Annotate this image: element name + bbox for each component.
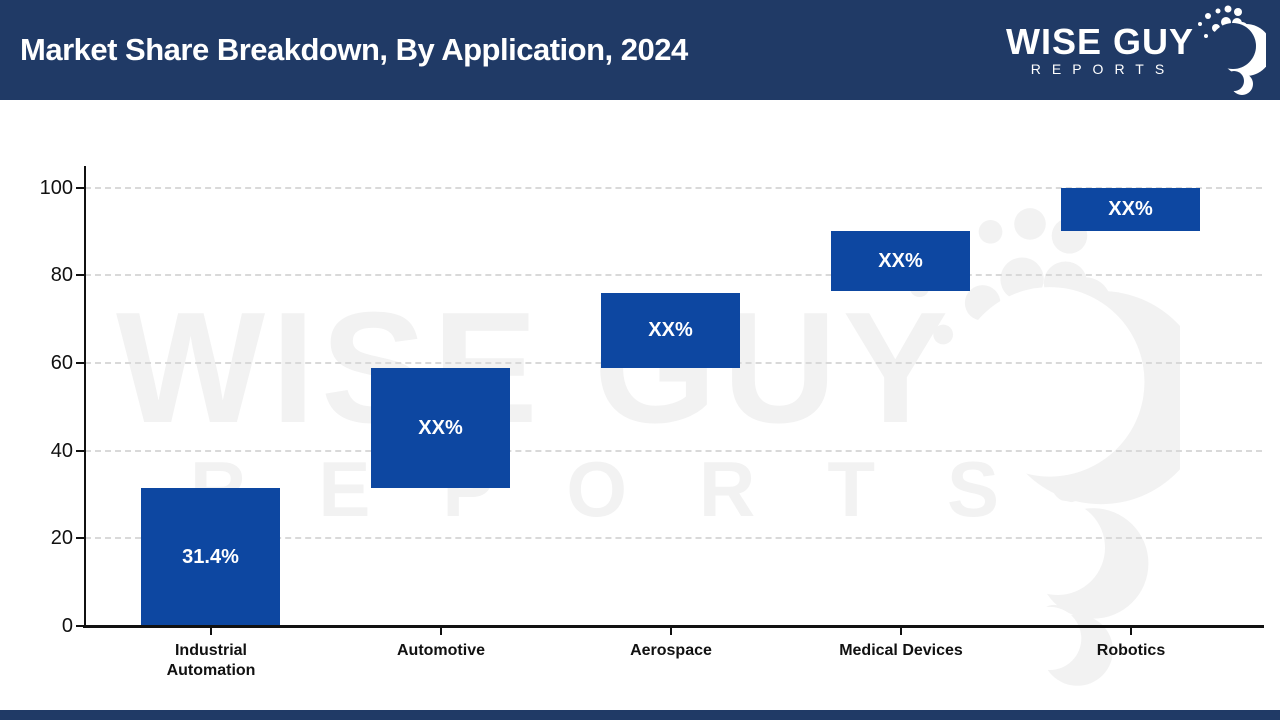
footer-bar (0, 710, 1280, 720)
logo-face-icon (1198, 5, 1266, 95)
x-tick-label: Medical Devices (839, 642, 963, 659)
logo-wordmark: WISE GUY REPORTS (1005, 21, 1194, 78)
logo-wordmark-line1: WISE GUY (1005, 21, 1194, 62)
x-axis-line (83, 625, 1264, 628)
waterfall-bar: XX% (601, 292, 740, 369)
watermark-text-reports: REPORTS (190, 445, 1072, 533)
y-tick-label: 20 (50, 527, 73, 550)
grid-line (85, 449, 1262, 452)
grid-line (85, 537, 1262, 540)
waterfall-bar: XX% (371, 368, 510, 489)
bar-value-label: XX% (648, 318, 693, 341)
grid-line (85, 186, 1262, 189)
x-axis-tick (900, 628, 902, 635)
bar-value-label: 31.4% (182, 545, 239, 568)
y-axis-tick (76, 625, 85, 627)
header-bar: Market Share Breakdown, By Application, … (0, 0, 1280, 100)
y-tick-label: 60 (50, 351, 73, 374)
y-tick-label: 0 (61, 615, 73, 637)
y-axis-tick (76, 274, 85, 277)
x-tick-label: Industrial Automation (166, 642, 256, 679)
logo-wordmark-line2: REPORTS (1030, 61, 1176, 77)
waterfall-bar: XX% (831, 231, 970, 291)
chart-title: Market Share Breakdown, By Application, … (20, 32, 688, 67)
x-axis-tick (670, 628, 672, 635)
x-axis-tick (210, 628, 212, 635)
waterfall-bar: XX% (1061, 187, 1200, 232)
y-axis-line (84, 166, 86, 628)
waterfall-bar: 31.4% (141, 488, 280, 626)
watermark-text-wise-guy: WISE GUY (116, 280, 955, 456)
y-tick-label: 80 (50, 264, 73, 287)
y-axis-tick (76, 361, 85, 364)
y-tick-label: 40 (50, 439, 73, 462)
x-tick-label: Aerospace (630, 642, 712, 659)
bar-value-label: XX% (878, 249, 923, 272)
grid-line (85, 274, 1262, 277)
wise-guy-reports-logo: WISE GUY REPORTS (1006, 4, 1266, 96)
x-axis-tick (1130, 628, 1132, 635)
y-axis-tick (76, 537, 85, 540)
y-axis-tick (76, 186, 85, 189)
y-axis-tick (76, 449, 85, 452)
chart-area: WISE GUY REPORTS 0 20 40 60 80 1 (0, 100, 1280, 710)
bar-value-label: XX% (418, 416, 463, 439)
bar-value-label: XX% (1108, 197, 1153, 220)
x-tick-label: Robotics (1096, 642, 1166, 659)
x-tick-label: Automotive (397, 642, 485, 659)
x-axis-tick (440, 628, 442, 635)
y-tick-label: 100 (39, 176, 73, 199)
